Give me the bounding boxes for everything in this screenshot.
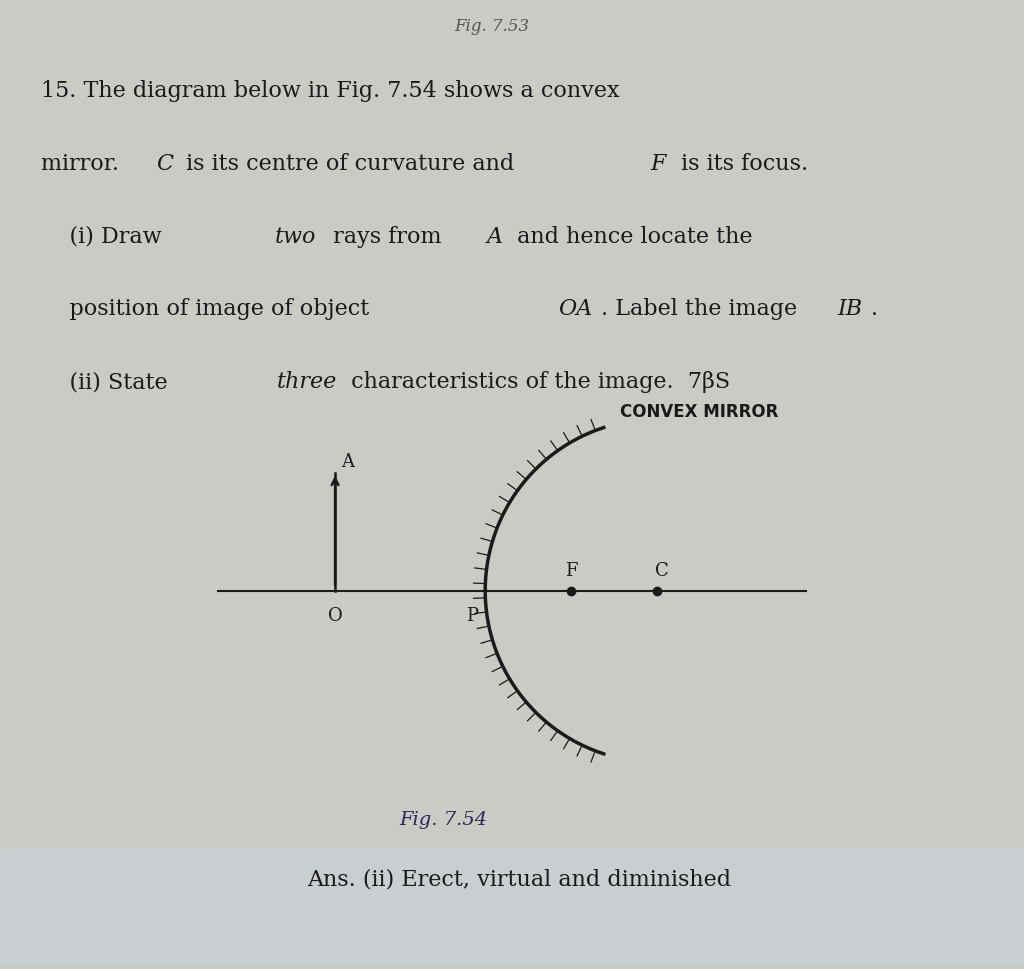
Text: 15. The diagram below in Fig. 7.54 shows a convex: 15. The diagram below in Fig. 7.54 shows…	[41, 80, 620, 102]
Text: . Label the image: . Label the image	[601, 298, 804, 320]
Text: (i) Draw: (i) Draw	[41, 226, 169, 247]
Text: is its focus.: is its focus.	[674, 153, 808, 174]
Text: Fig. 7.53: Fig. 7.53	[454, 17, 529, 35]
Text: P: P	[466, 606, 478, 624]
Text: CONVEX MIRROR: CONVEX MIRROR	[620, 402, 778, 421]
Text: A: A	[342, 453, 354, 471]
Text: A: A	[486, 226, 503, 247]
Text: is its centre of curvature and: is its centre of curvature and	[179, 153, 521, 174]
Text: F: F	[564, 561, 578, 579]
Text: O: O	[328, 606, 342, 624]
Text: Ans. (ii) Erect, virtual and diminished: Ans. (ii) Erect, virtual and diminished	[307, 867, 731, 890]
Text: rays from: rays from	[326, 226, 449, 247]
Text: two: two	[274, 226, 315, 247]
Text: IB: IB	[838, 298, 863, 320]
Text: OA: OA	[558, 298, 593, 320]
Text: C: C	[156, 153, 173, 174]
Text: three: three	[276, 371, 337, 392]
Text: mirror.: mirror.	[41, 153, 126, 174]
Text: .: .	[870, 298, 878, 320]
Text: characteristics of the image.  7βS: characteristics of the image. 7βS	[344, 371, 730, 392]
Text: F: F	[650, 153, 666, 174]
Text: and hence locate the: and hence locate the	[510, 226, 753, 247]
Text: position of image of object: position of image of object	[41, 298, 377, 320]
Text: C: C	[655, 561, 669, 579]
Text: (ii) State: (ii) State	[41, 371, 175, 392]
Text: Fig. 7.54: Fig. 7.54	[399, 810, 487, 828]
